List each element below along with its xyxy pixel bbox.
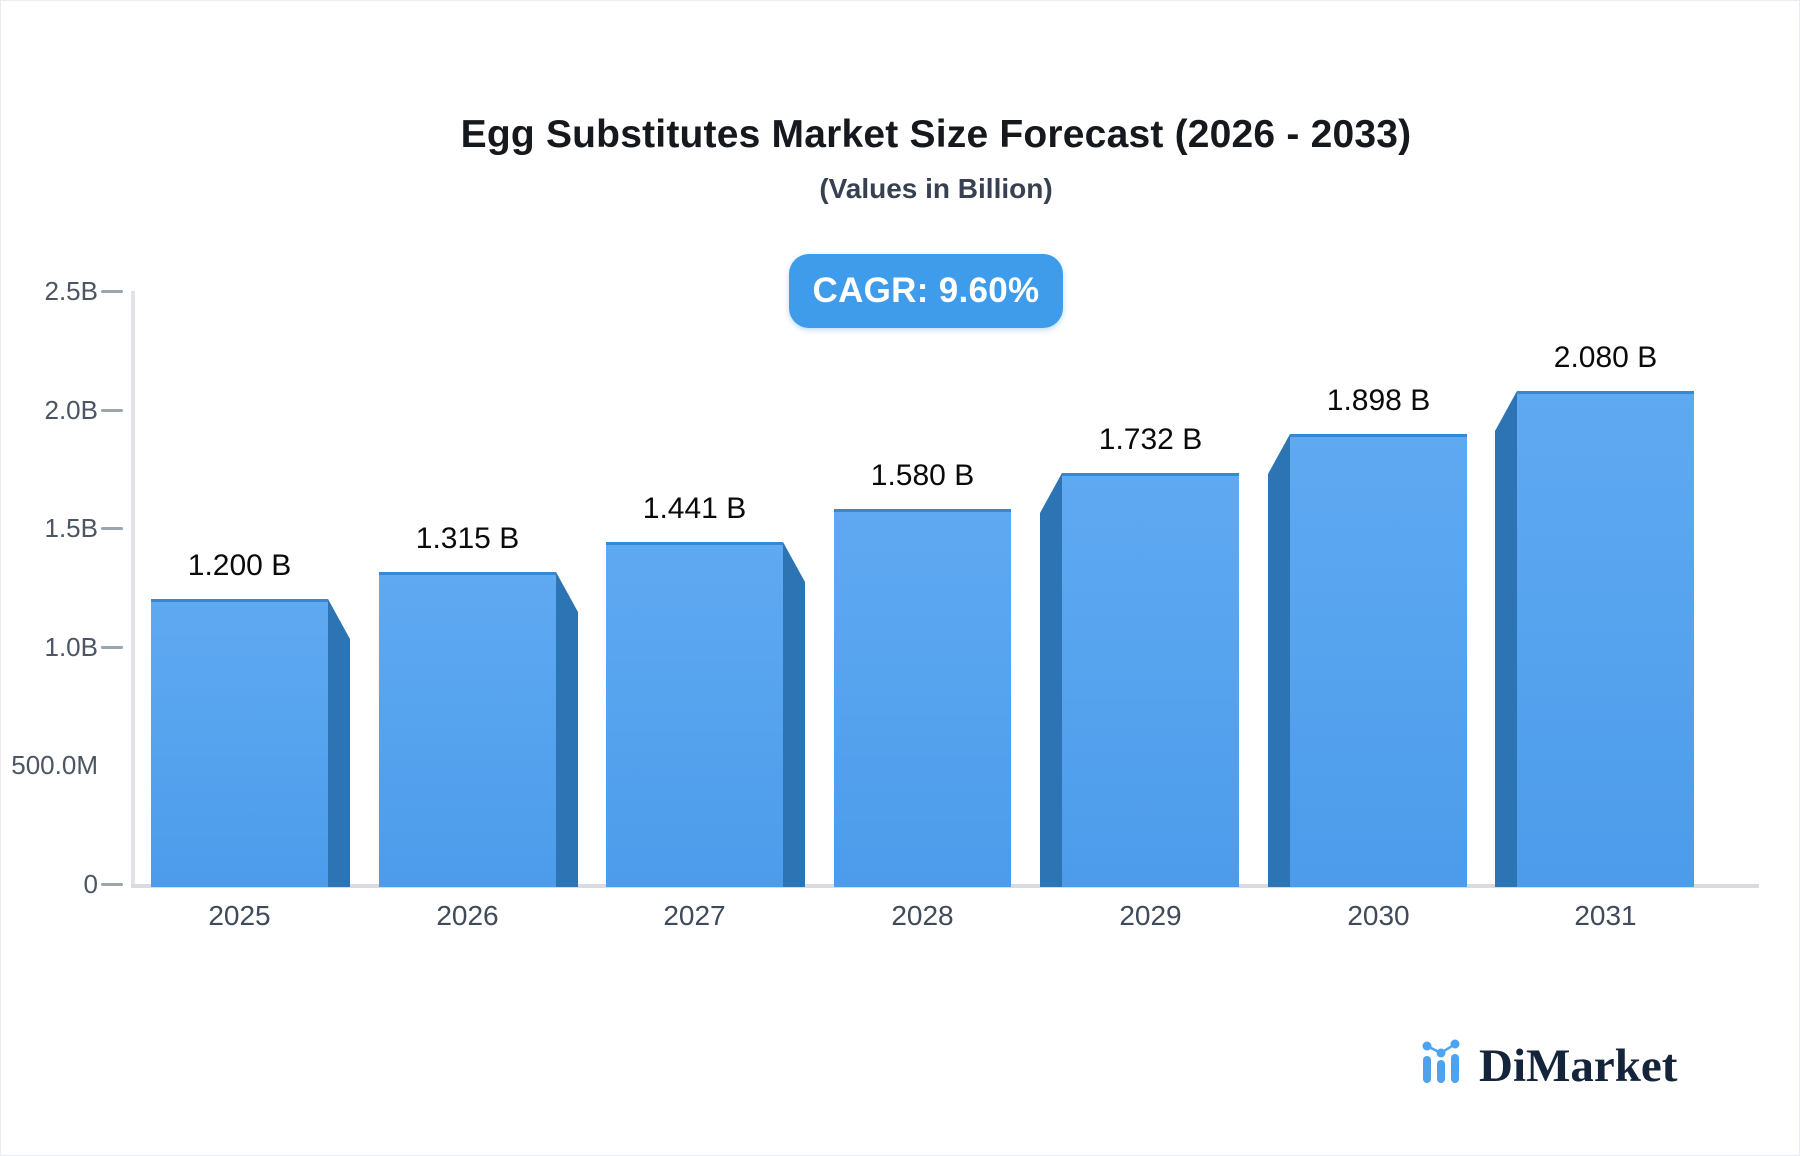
- bar-value-label: 1.732 B: [1098, 423, 1203, 456]
- bar-value-label: 1.315 B: [415, 522, 520, 555]
- bar-side-panel: [783, 542, 805, 887]
- bar-value-label: 1.580 B: [870, 459, 975, 492]
- x-axis-label: 2031: [1574, 900, 1637, 931]
- y-axis-tick: [101, 408, 123, 412]
- bar-2027[interactable]: [606, 542, 783, 887]
- x-axis-label: 2030: [1347, 900, 1410, 931]
- y-axis-label: 2.5B: [44, 276, 99, 306]
- brand-name: DiMarket: [1479, 1039, 1678, 1092]
- bar-side-panel: [556, 572, 578, 887]
- bar-2028[interactable]: [834, 509, 1011, 887]
- x-axis-label: 2028: [891, 900, 954, 931]
- bar-side-panel: [1268, 434, 1290, 887]
- bar-2025[interactable]: [151, 599, 328, 887]
- bar-2030[interactable]: [1290, 434, 1467, 887]
- y-axis-label: 2.0B: [44, 394, 99, 425]
- y-axis-label: 0: [83, 869, 98, 899]
- bar-value-label: 1.898 B: [1326, 384, 1431, 417]
- cagr-badge-label: CAGR: 9.60%: [812, 271, 1040, 310]
- x-axis-label: 2026: [436, 900, 499, 931]
- bar-side-panel: [1040, 473, 1062, 887]
- y-axis-label: 1.0B: [44, 631, 99, 662]
- y-axis-tick: [101, 527, 123, 531]
- page-title: Egg Substitutes Market Size Forecast (20…: [460, 113, 1412, 156]
- y-axis-tick: [101, 645, 123, 649]
- y-axis-line: [131, 291, 135, 888]
- y-axis-label: 500.0M: [11, 750, 98, 781]
- bar-value-label: 1.200 B: [187, 549, 292, 582]
- brand-logo[interactable]: DiMarket: [1422, 1039, 1677, 1092]
- x-axis-label: 2025: [208, 900, 271, 931]
- bar-2029[interactable]: [1062, 473, 1239, 887]
- bar-chart-sparkline-icon: [1422, 1039, 1466, 1092]
- x-axis-label: 2029: [1119, 900, 1182, 931]
- bar-value-label: 2.080 B: [1553, 341, 1658, 374]
- bar-2031[interactable]: [1517, 391, 1694, 887]
- bar-value-label: 1.441 B: [642, 492, 747, 525]
- bar-2026[interactable]: [379, 572, 556, 887]
- bar-side-panel: [328, 599, 350, 887]
- page-subtitle: (Values in Billion): [819, 173, 1053, 204]
- y-axis-tick: [101, 290, 123, 293]
- y-axis-tick: [101, 883, 123, 886]
- x-axis-label: 2027: [663, 900, 726, 931]
- cagr-badge: CAGR: 9.60%: [789, 254, 1063, 328]
- y-axis-label: 1.5B: [44, 513, 99, 544]
- bar-side-panel: [1495, 391, 1517, 887]
